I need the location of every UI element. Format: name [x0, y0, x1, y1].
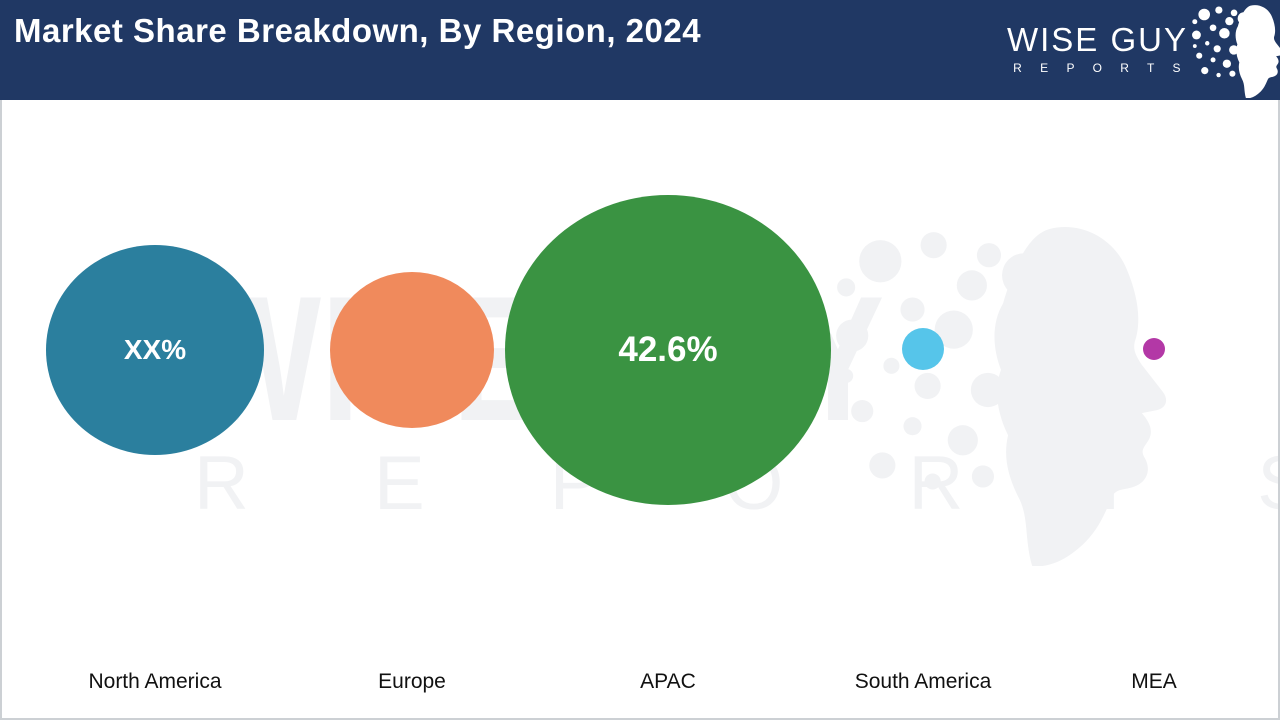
category-label-south-america: South America [854, 670, 992, 693]
category-label-north-america: North America [88, 670, 222, 693]
category-label-mea: MEA [1131, 670, 1177, 693]
bubble-value-label-north-america: XX% [123, 334, 187, 365]
category-label-apac: APAC [640, 670, 696, 693]
bubble-apac: 42.6% [505, 195, 831, 505]
logo-text: WISE GUY R E P O R T S [1007, 22, 1188, 76]
bubble-mea [1143, 338, 1165, 360]
dotted-face-profile-watermark [836, 227, 1167, 566]
logo-sub-text: R E P O R T S [1013, 61, 1188, 75]
wise-guy-reports-logo: WISE GUY R E P O R T S [1007, 0, 1280, 100]
bubble-south-america [902, 328, 944, 370]
page-title: Market Share Breakdown, By Region, 2024 [14, 12, 702, 49]
category-label-europe: Europe [378, 670, 446, 693]
bubble-europe [330, 272, 494, 428]
header-bar: Market Share Breakdown, By Region, 2024 … [0, 0, 1280, 100]
bubble-chart: WISE GUY R E P O R T S XX% 42.6% North A… [0, 100, 1280, 720]
bubble-north-america: XX% [46, 245, 264, 455]
bubble-value-label-apac: 42.6% [618, 330, 718, 369]
dotted-face-profile-icon [1192, 5, 1280, 98]
logo-name-text: WISE GUY [1006, 21, 1188, 58]
